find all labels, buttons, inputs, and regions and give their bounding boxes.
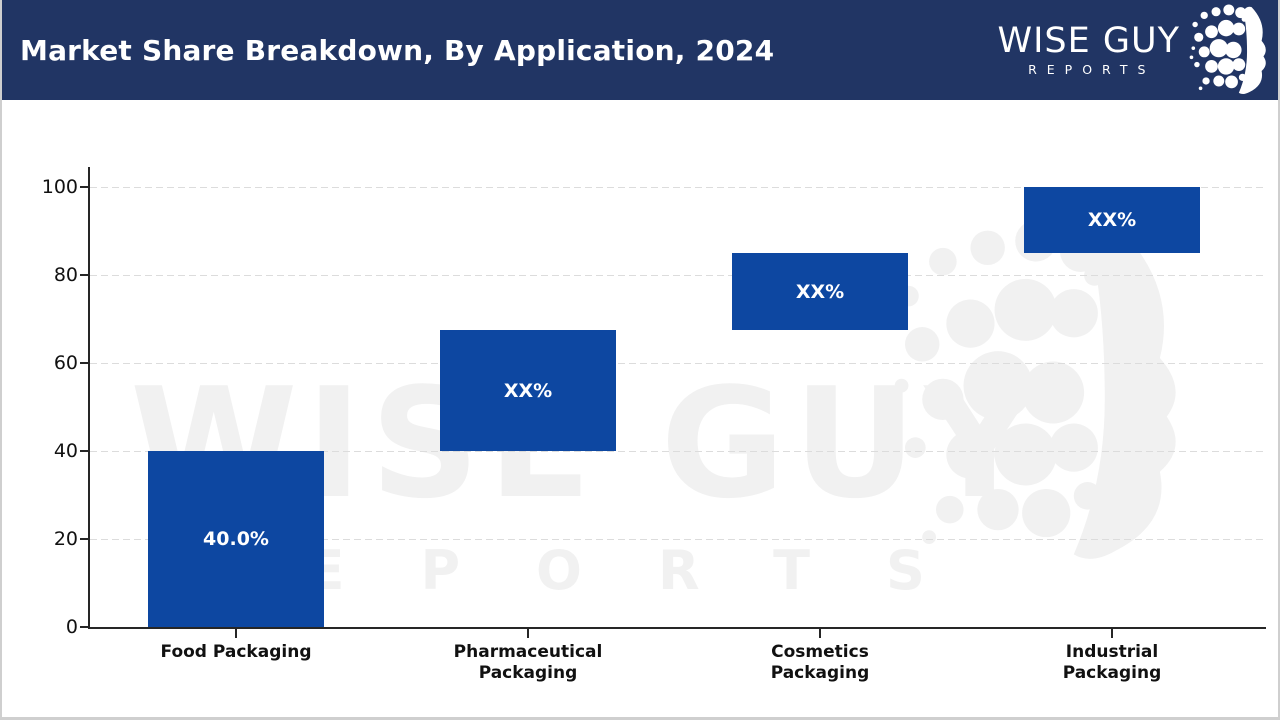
y-axis-tick-mark bbox=[80, 362, 89, 364]
y-axis-tick-label: 0 bbox=[65, 616, 78, 638]
y-axis-tick-mark bbox=[80, 538, 89, 540]
bar-value-label: XX% bbox=[503, 379, 553, 402]
bar-segment: XX% bbox=[732, 253, 908, 330]
brand-subtitle: REPORTS bbox=[1028, 61, 1156, 77]
bar-segment: XX% bbox=[1024, 187, 1200, 253]
y-axis-tick-mark bbox=[80, 626, 89, 628]
y-axis-tick-mark bbox=[80, 274, 89, 276]
brand-logo-text: WISE GUY REPORTS bbox=[997, 20, 1180, 77]
bar-segment: 40.0% bbox=[148, 451, 324, 627]
gridline bbox=[90, 539, 1266, 540]
y-axis-tick-mark bbox=[80, 450, 89, 452]
x-axis-category-label: Industrial Packaging bbox=[1062, 642, 1162, 684]
y-axis-tick-label: 60 bbox=[53, 352, 78, 374]
gridline bbox=[90, 363, 1266, 364]
x-axis-category-label: Cosmetics Packaging bbox=[770, 642, 870, 684]
bar-value-label: 40.0% bbox=[203, 528, 269, 550]
title-bar: Market Share Breakdown, By Application, … bbox=[2, 0, 1278, 100]
y-axis-tick-label: 40 bbox=[53, 440, 78, 462]
brand-logo: WISE GUY REPORTS bbox=[997, 4, 1278, 96]
x-axis-tick-mark bbox=[527, 629, 529, 638]
brand-name: WISE GUY bbox=[997, 20, 1180, 61]
gridline bbox=[90, 187, 1266, 188]
x-axis-tick-mark bbox=[819, 629, 821, 638]
x-axis-line bbox=[88, 627, 1266, 629]
gridline bbox=[90, 451, 1266, 452]
bar-value-label: XX% bbox=[795, 280, 845, 303]
bar-segment: XX% bbox=[440, 330, 616, 451]
x-axis-tick-mark bbox=[235, 629, 237, 638]
y-axis-line bbox=[88, 167, 90, 629]
y-axis-tick-label: 80 bbox=[53, 264, 78, 286]
x-axis-category-label: Pharmaceutical Packaging bbox=[453, 642, 603, 684]
y-axis-tick-label: 100 bbox=[41, 176, 78, 198]
x-axis-category-label: Food Packaging bbox=[160, 642, 312, 662]
dotted-head-icon bbox=[1189, 4, 1266, 94]
y-axis-tick-mark bbox=[80, 186, 89, 188]
page-title: Market Share Breakdown, By Application, … bbox=[20, 33, 775, 67]
x-axis-tick-mark bbox=[1111, 629, 1113, 638]
y-axis-tick-label: 20 bbox=[53, 528, 78, 550]
bar-value-label: XX% bbox=[1087, 209, 1137, 231]
gridline bbox=[90, 275, 1266, 276]
waterfall-bar-chart: 0 20 40 60 80 100 40.0% Food Packaging XX% Pharma… bbox=[2, 100, 1278, 717]
